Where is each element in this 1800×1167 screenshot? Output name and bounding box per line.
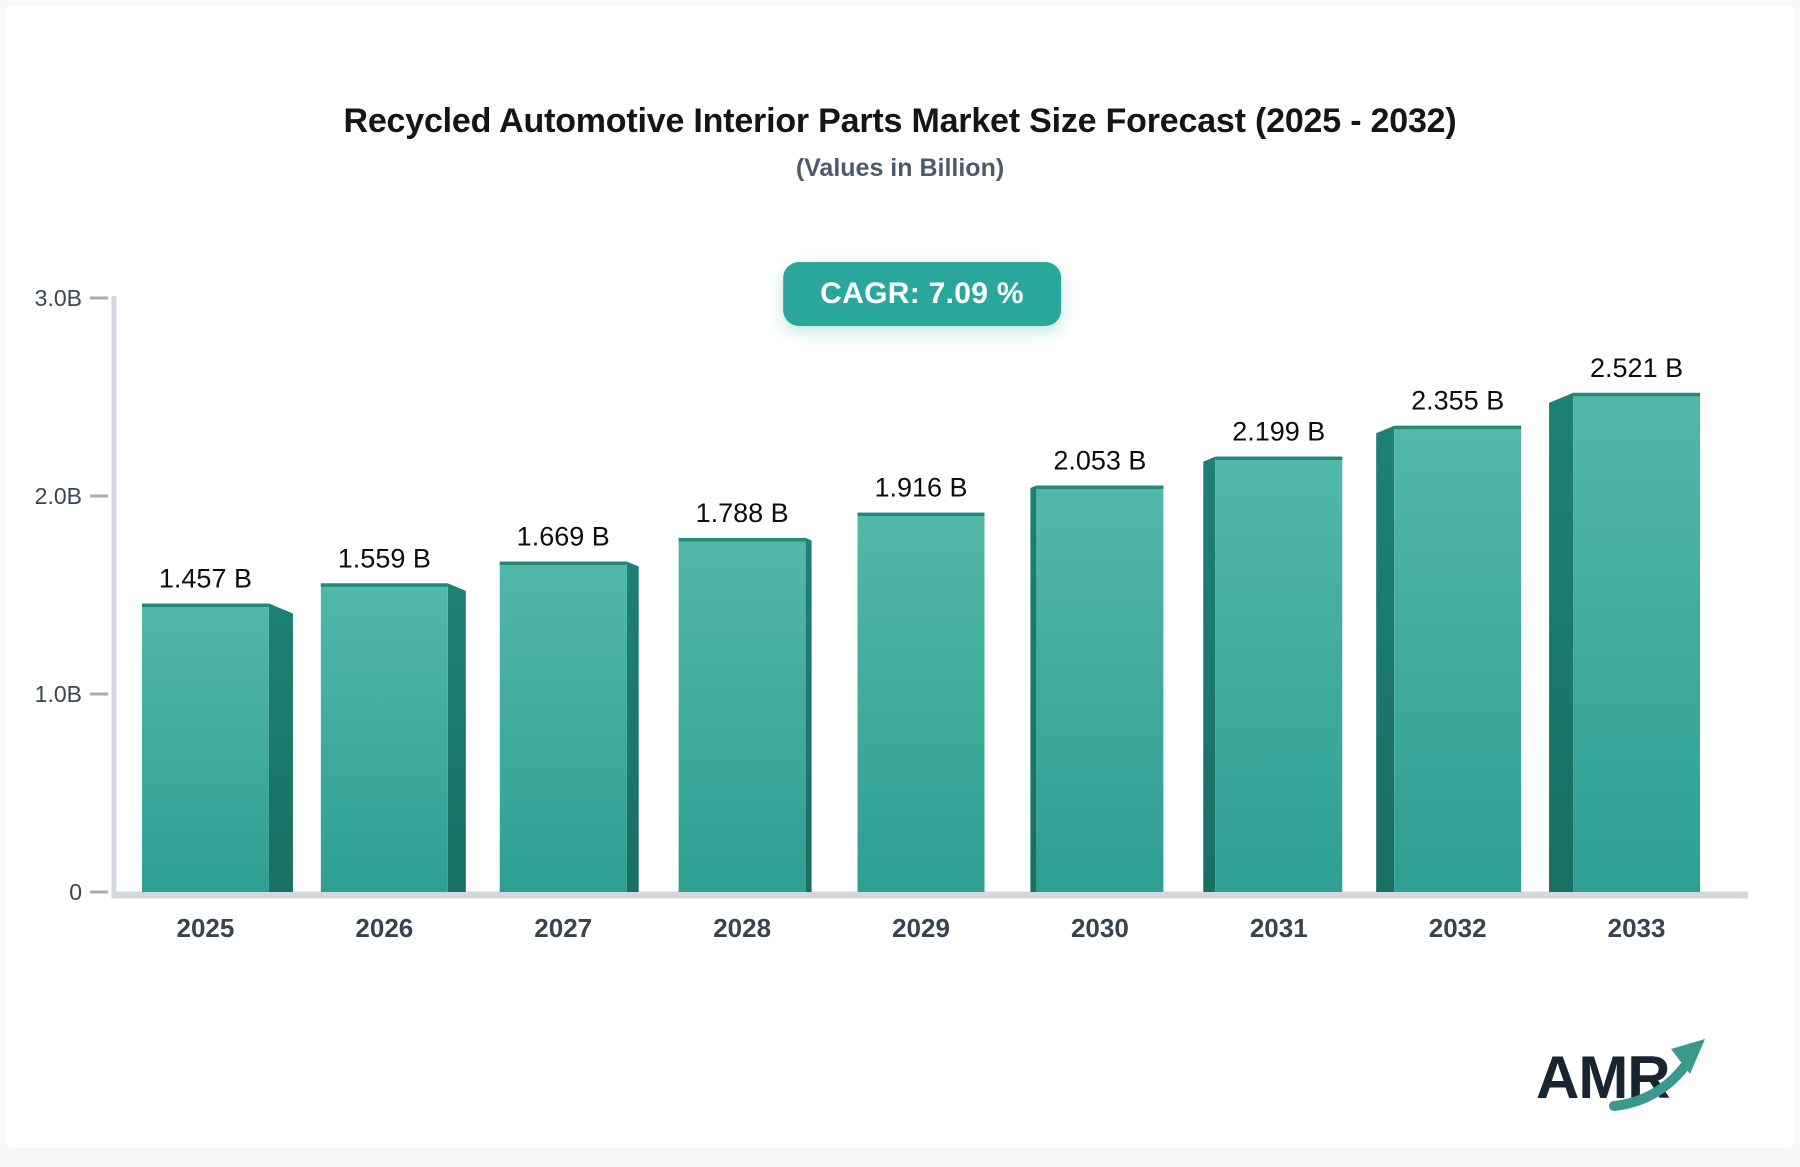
bar-2027: 1.669 B 2027 xyxy=(499,522,639,943)
bar-2029: 1.916 B 2029 xyxy=(857,473,985,943)
bar-value-label: 2.355 B xyxy=(1411,386,1504,416)
bar-front-face xyxy=(141,603,269,892)
x-axis-label: 2027 xyxy=(534,913,592,943)
chart-card: Recycled Automotive Interior Parts Marke… xyxy=(6,6,1794,1148)
bar-top-edge xyxy=(1036,485,1164,490)
bar-side-face xyxy=(1376,425,1395,892)
growth-arrow-head-icon xyxy=(1671,1039,1705,1074)
bar-value-label: 2.521 B xyxy=(1590,353,1683,383)
bar-value-label: 1.559 B xyxy=(338,543,431,573)
bar-value-label: 2.199 B xyxy=(1232,417,1325,447)
x-axis-label: 2033 xyxy=(1608,913,1666,943)
x-axis-label: 2030 xyxy=(1071,913,1129,943)
bar-top-edge xyxy=(678,537,806,542)
bar-chart: 0 1.0B 2.0B 3.0B 1.457 B 2025 1.559 B 2026 1.669… xyxy=(6,6,1794,1148)
bar-2028: 1.788 B 2028 xyxy=(678,498,812,943)
bar-front-face xyxy=(1215,456,1343,892)
bar-2032: 2.355 B 2032 xyxy=(1376,386,1522,943)
x-axis-label: 2031 xyxy=(1250,913,1308,943)
bar-top-edge xyxy=(320,583,448,587)
bar-top-edge xyxy=(1573,392,1701,397)
bar-side-face xyxy=(805,537,812,892)
bar-top-edge xyxy=(1394,425,1522,430)
bar-2030: 2.053 B 2030 xyxy=(1030,446,1164,943)
bar-top-edge xyxy=(499,561,627,566)
bar-top-edge xyxy=(857,512,985,517)
y-axis-tick-label: 2.0B xyxy=(35,483,82,509)
bar-value-label: 1.788 B xyxy=(696,498,789,528)
bar-side-face xyxy=(1549,392,1574,892)
cagr-badge: CAGR: 7.09 % xyxy=(783,262,1061,326)
bar-side-face xyxy=(1030,485,1037,892)
bar-front-face xyxy=(320,583,448,892)
amr-logo: AMR xyxy=(1536,1039,1705,1111)
chart-subtitle: (Values in Billion) xyxy=(795,154,1005,182)
x-axis-label: 2026 xyxy=(355,913,413,943)
bar-2026: 1.559 B 2026 xyxy=(320,543,466,943)
x-axis-label: 2032 xyxy=(1429,913,1487,943)
bar-front-face xyxy=(1573,392,1701,892)
bar-front-face xyxy=(678,537,806,892)
bar-front-face xyxy=(1394,425,1522,892)
x-axis-label: 2028 xyxy=(713,913,771,943)
bar-value-label: 1.669 B xyxy=(517,522,610,552)
bar-side-face xyxy=(1203,456,1216,892)
y-axis-tick-label: 0 xyxy=(69,879,82,905)
bar-2031: 2.199 B 2031 xyxy=(1203,417,1343,943)
bar-side-face xyxy=(447,583,466,892)
bar-side-face xyxy=(626,561,639,892)
bar-2033: 2.521 B 2033 xyxy=(1549,353,1701,943)
bar-value-label: 1.916 B xyxy=(874,473,967,503)
y-axis-tick-label: 3.0B xyxy=(35,285,82,311)
bar-2025: 1.457 B 2025 xyxy=(141,564,293,943)
x-axis-label: 2025 xyxy=(177,913,235,943)
chart-title: Recycled Automotive Interior Parts Marke… xyxy=(343,102,1457,140)
growth-arrow-icon xyxy=(1609,1061,1690,1111)
bar-front-face xyxy=(857,512,985,892)
bar-side-face xyxy=(268,603,293,892)
bar-value-label: 1.457 B xyxy=(159,564,252,594)
y-axis-tick-label: 1.0B xyxy=(35,681,82,707)
bar-top-edge xyxy=(141,603,269,608)
bar-top-edge xyxy=(1215,456,1343,461)
x-axis-label: 2029 xyxy=(892,913,950,943)
bar-front-face xyxy=(1036,485,1164,892)
bar-value-label: 2.053 B xyxy=(1053,446,1146,476)
bar-front-face xyxy=(499,561,627,892)
